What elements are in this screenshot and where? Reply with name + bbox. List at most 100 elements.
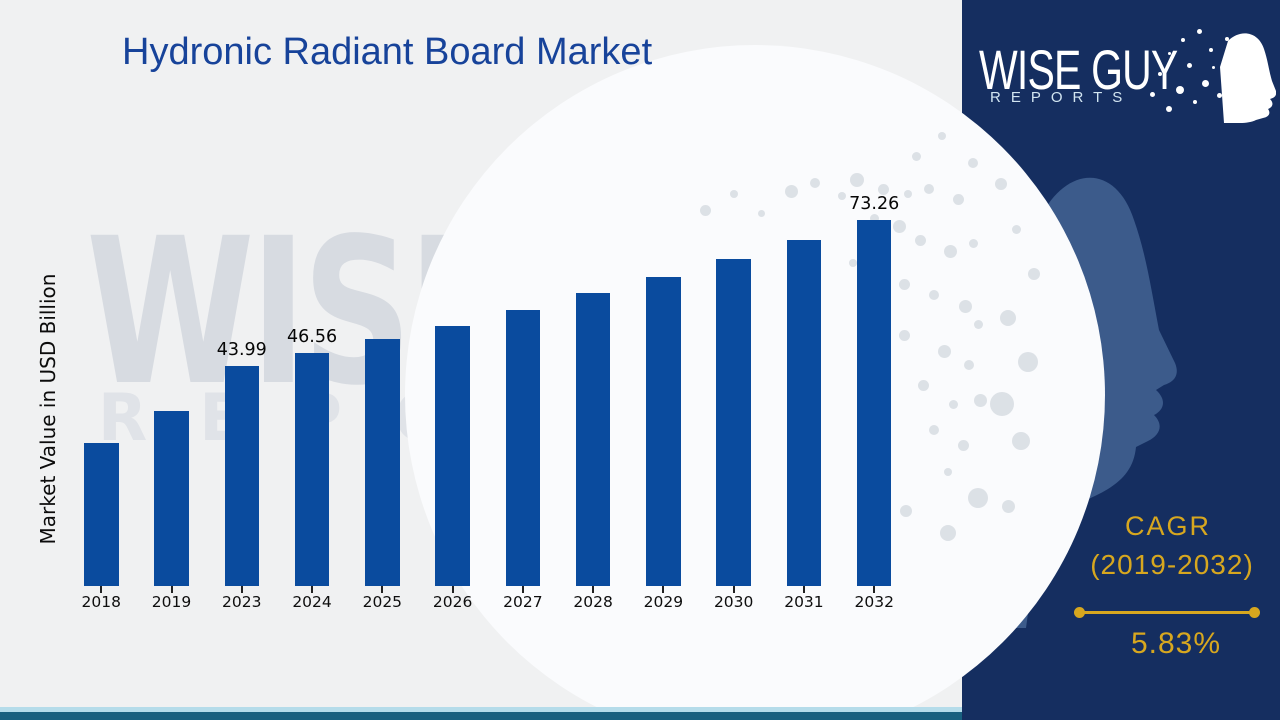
logo-reports-text: REPORTS <box>990 89 1133 106</box>
watermark-dot <box>938 345 951 358</box>
logo-dot <box>1197 29 1202 34</box>
x-axis-tick <box>311 586 314 593</box>
bar-2018 <box>84 442 119 586</box>
logo-dot <box>1187 63 1192 68</box>
bar-2025 <box>365 339 400 586</box>
x-tick-label-2028: 2028 <box>573 593 613 611</box>
watermark-dot <box>974 394 987 407</box>
watermark-dot <box>915 235 926 246</box>
watermark-dot <box>785 185 798 198</box>
watermark-dot <box>974 320 983 329</box>
x-tick-label-2019: 2019 <box>151 593 192 611</box>
watermark-dot <box>899 279 910 290</box>
logo-dot <box>1166 106 1172 112</box>
logo-dot <box>1181 38 1185 42</box>
bar-2029 <box>646 276 681 586</box>
watermark-dot <box>1000 310 1016 326</box>
bar-2023 <box>224 366 260 586</box>
x-axis-tick <box>100 586 103 593</box>
watermark-dot <box>918 380 929 391</box>
logo-wordmark: WISE GUY <box>979 38 1178 102</box>
bar-2024 <box>294 353 330 586</box>
watermark-dot <box>730 190 738 198</box>
x-tick-label-2031: 2031 <box>784 593 824 611</box>
y-axis-label: Market Value in USD Billion <box>36 273 60 545</box>
watermark-dot <box>912 152 921 161</box>
watermark-dot <box>1012 225 1021 234</box>
watermark-dot <box>1012 432 1030 450</box>
x-axis-tick <box>451 586 454 593</box>
watermark-dot <box>968 158 978 168</box>
x-tick-label-2018: 2018 <box>81 593 121 611</box>
x-axis-tick <box>732 586 735 593</box>
bar-value-label-2024: 46.56 <box>286 327 338 348</box>
x-axis-tick <box>662 586 665 593</box>
watermark-dot <box>959 300 972 313</box>
x-axis-tick <box>521 586 524 593</box>
logo-dot <box>1158 72 1162 76</box>
bar-value-label-2023: 43.99 <box>216 340 267 361</box>
watermark-dot <box>964 360 974 370</box>
x-tick-label-2030: 2030 <box>713 593 754 611</box>
x-axis-tick <box>170 586 173 593</box>
watermark-dot <box>929 425 939 435</box>
watermark-dot <box>700 205 711 216</box>
cagr-line-left-dot <box>1074 607 1085 618</box>
watermark-dot <box>838 192 846 200</box>
bar-value-label-2032: 73.26 <box>849 193 900 214</box>
x-tick-label-2023: 2023 <box>222 593 262 611</box>
watermark-dot <box>968 488 988 508</box>
bar-2026 <box>435 326 470 586</box>
page-title: Hydronic Radiant Board Market <box>122 31 653 73</box>
cagr-line-right-dot <box>1249 607 1260 618</box>
logo-dot <box>1193 100 1197 104</box>
watermark-dot <box>1018 352 1038 372</box>
watermark-dot <box>924 184 934 194</box>
bar-2028 <box>575 293 611 586</box>
logo-dot <box>1150 92 1155 97</box>
watermark-dot <box>940 525 956 541</box>
logo-dot <box>1202 80 1209 87</box>
watermark-dot <box>944 468 952 476</box>
cagr-value: 5.83% <box>1130 627 1222 660</box>
bar-2031 <box>786 239 822 586</box>
x-tick-label-2024: 2024 <box>292 593 332 611</box>
watermark-dot <box>995 178 1007 190</box>
x-axis-tick <box>592 586 595 593</box>
watermark-dot <box>810 178 820 188</box>
logo-dot <box>1225 37 1229 41</box>
watermark-dot <box>938 132 946 140</box>
x-tick-label-2029: 2029 <box>643 593 684 611</box>
logo-dot <box>1168 52 1171 55</box>
watermark-dot <box>899 330 910 341</box>
x-axis-tick <box>381 586 384 593</box>
logo-dot <box>1217 93 1222 98</box>
watermark-dot <box>893 220 906 233</box>
bar-2027 <box>505 309 541 586</box>
cagr-heading: CAGR <box>1124 511 1211 541</box>
watermark-dot <box>870 214 879 223</box>
bar-2032 <box>856 219 892 586</box>
watermark-dot <box>758 210 765 217</box>
logo-dot <box>1176 86 1184 94</box>
watermark-dot <box>958 440 969 451</box>
watermark-dot <box>878 184 889 195</box>
x-tick-label-2032: 2032 <box>854 593 894 611</box>
watermark-dot <box>900 505 912 517</box>
bar-2019 <box>154 411 189 586</box>
logo-dot <box>1209 48 1213 52</box>
watermark-dot <box>1002 500 1015 513</box>
watermark-dot <box>850 173 864 187</box>
x-tick-label-2025: 2025 <box>362 593 403 611</box>
cagr-range: (2019-2032) <box>1090 549 1254 580</box>
watermark-dot <box>990 392 1014 416</box>
watermark-dot <box>944 245 957 258</box>
watermark-dot <box>949 400 958 409</box>
x-tick-label-2026: 2026 <box>432 593 473 611</box>
x-tick-label-2027: 2027 <box>503 593 543 611</box>
x-axis-tick <box>240 586 243 593</box>
x-axis-tick <box>802 586 805 593</box>
watermark-dot <box>969 239 978 248</box>
watermark-dot <box>1028 268 1040 280</box>
